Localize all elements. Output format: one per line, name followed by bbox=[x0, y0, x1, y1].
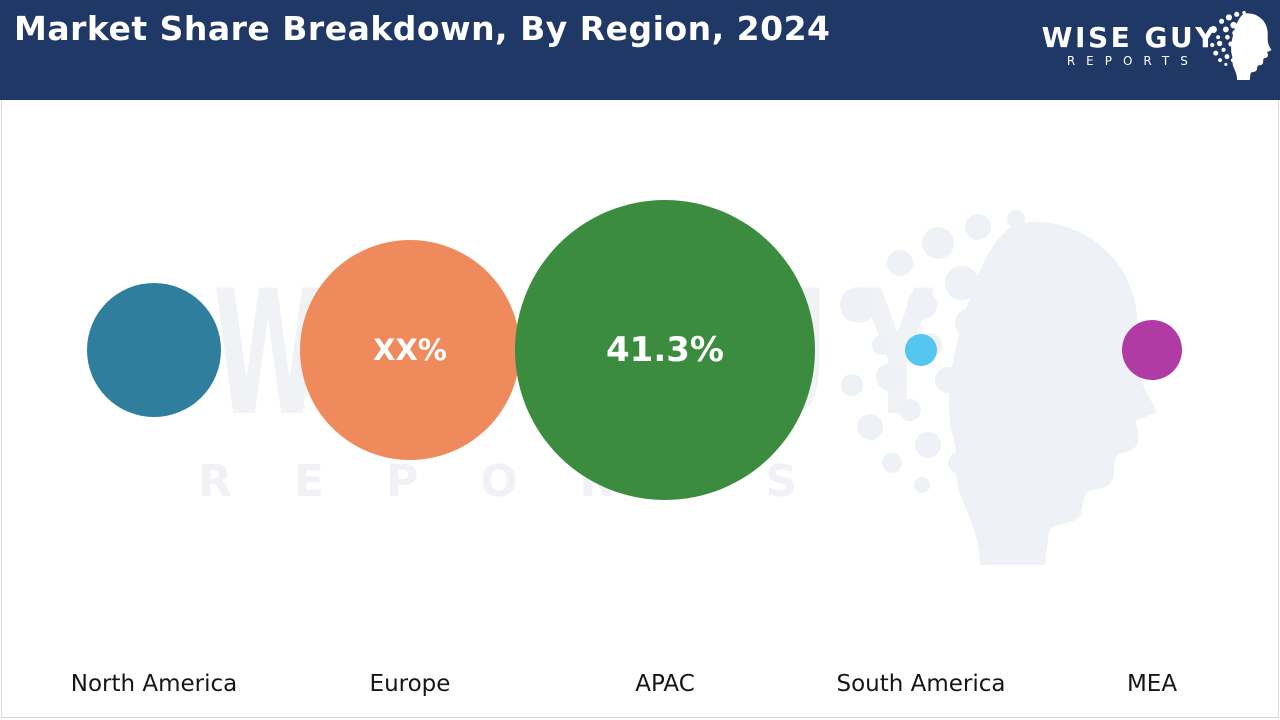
brand-text: WISE GUY REPORTS bbox=[1041, 20, 1218, 69]
header-bar: Market Share Breakdown, By Region, 2024 … bbox=[0, 0, 1280, 100]
page-title: Market Share Breakdown, By Region, 2024 bbox=[14, 9, 831, 48]
wiseguy-head-icon bbox=[1208, 8, 1274, 82]
watermark-reports: REPORTS bbox=[198, 456, 860, 507]
brand-logo: WISE GUY REPORTS bbox=[1042, 8, 1274, 82]
watermark-head-icon bbox=[830, 205, 1170, 565]
brand-subtitle: REPORTS bbox=[1066, 54, 1199, 69]
brand-name: WISE GUY bbox=[1041, 20, 1218, 54]
